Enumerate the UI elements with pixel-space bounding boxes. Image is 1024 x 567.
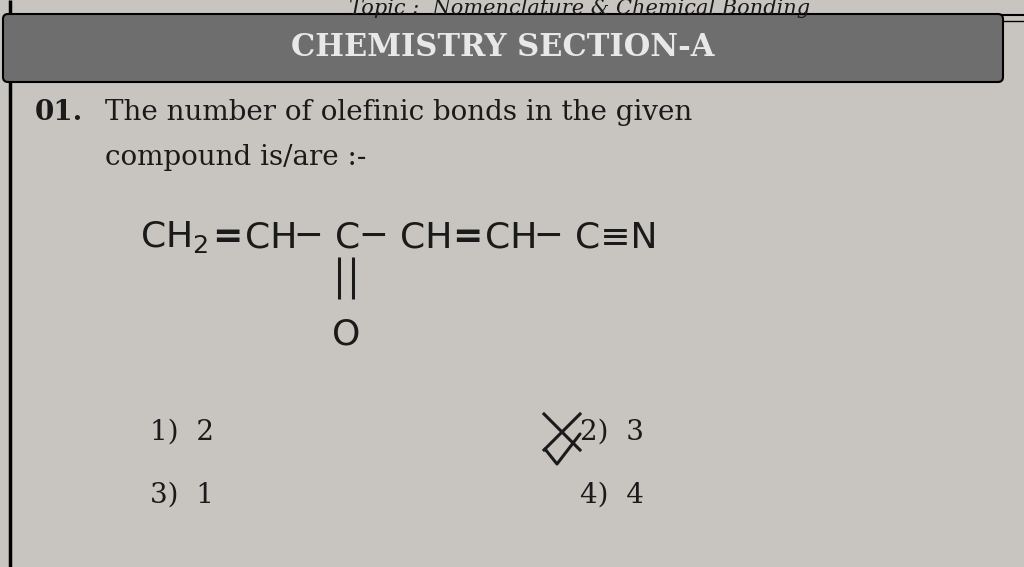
Text: ─: ─ [297,220,318,254]
Text: The number of olefinic bonds in the given: The number of olefinic bonds in the give… [105,99,692,125]
FancyBboxPatch shape [3,14,1002,82]
Text: 4)  4: 4) 4 [580,481,644,509]
Text: Topic :  Nomenclature & Chemical Bonding: Topic : Nomenclature & Chemical Bonding [349,0,811,19]
Text: ─: ─ [537,220,559,254]
Text: =: = [452,220,482,254]
Text: C: C [335,220,360,254]
Text: compound is/are :-: compound is/are :- [105,143,367,171]
Text: CH$_2$: CH$_2$ [140,219,208,255]
Text: 2)  3: 2) 3 [580,418,644,446]
Text: 3)  1: 3) 1 [150,481,214,509]
Text: =: = [212,220,243,254]
Text: CH: CH [400,220,453,254]
Text: 01.: 01. [35,99,83,125]
Text: CH: CH [245,220,297,254]
Text: O: O [332,317,360,351]
Text: ─: ─ [362,220,384,254]
Text: CHEMISTRY SECTION-A: CHEMISTRY SECTION-A [291,32,715,64]
Text: CH: CH [485,220,538,254]
Text: C≡N: C≡N [575,220,657,254]
Text: 1)  2: 1) 2 [150,418,214,446]
